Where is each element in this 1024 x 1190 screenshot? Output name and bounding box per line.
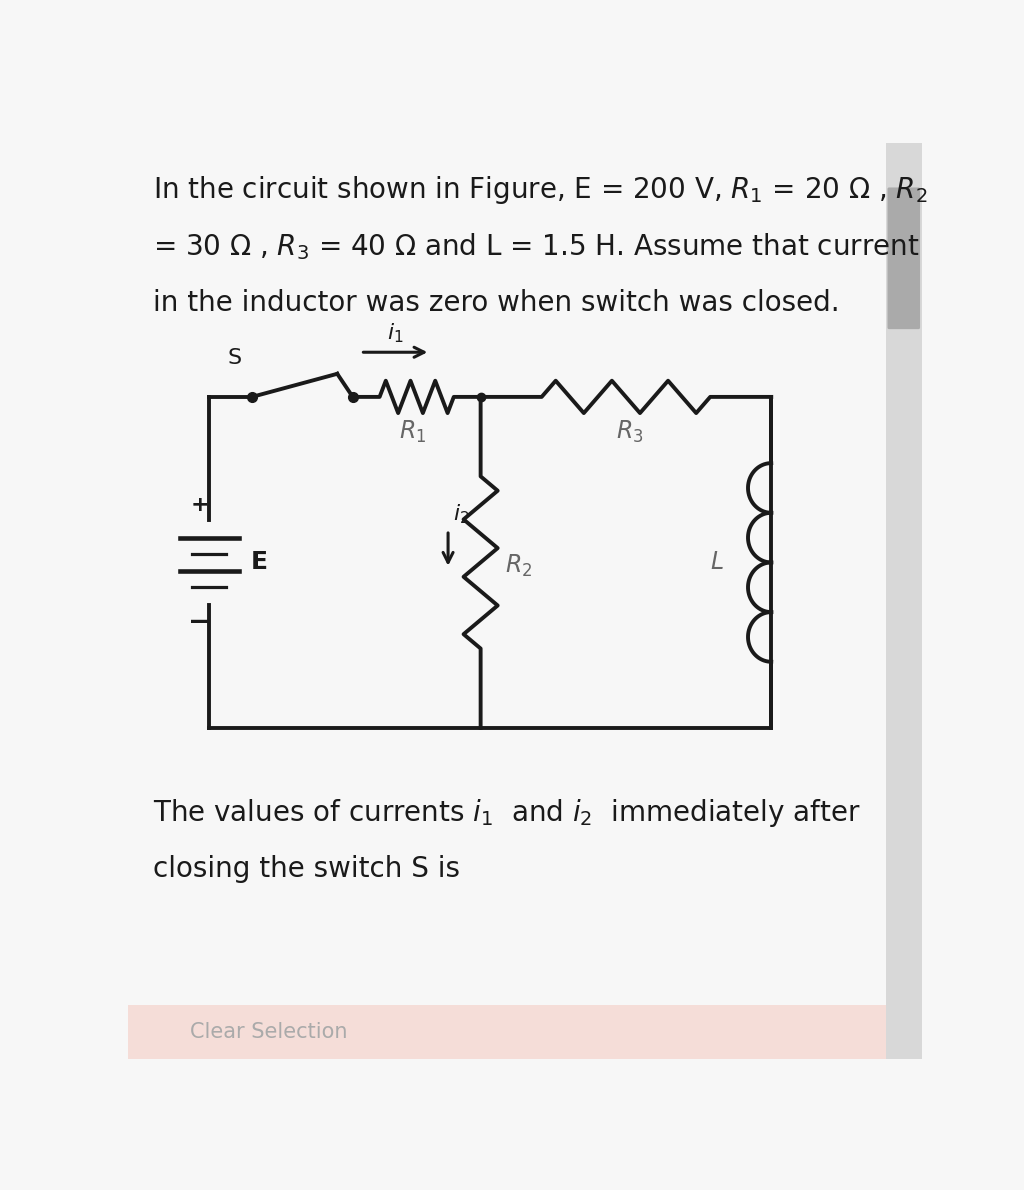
Text: Clear Selection: Clear Selection — [190, 1022, 347, 1042]
Text: in the inductor was zero when switch was closed.: in the inductor was zero when switch was… — [153, 289, 840, 317]
Text: The values of currents $i_1$  and $i_2$  immediately after: The values of currents $i_1$ and $i_2$ i… — [153, 797, 861, 829]
FancyBboxPatch shape — [128, 1006, 886, 1059]
Text: closing the switch S is: closing the switch S is — [153, 856, 460, 883]
Text: $R_1$: $R_1$ — [399, 419, 426, 445]
Text: $i_1$: $i_1$ — [387, 321, 403, 345]
Text: $\mathbf{E}$: $\mathbf{E}$ — [250, 551, 267, 575]
Text: $L$: $L$ — [710, 551, 724, 575]
Text: $R_2$: $R_2$ — [506, 553, 532, 580]
FancyBboxPatch shape — [886, 143, 922, 1059]
Text: S: S — [228, 347, 242, 368]
Text: $i_2$: $i_2$ — [453, 502, 469, 526]
Text: $R_3$: $R_3$ — [616, 419, 643, 445]
Text: −: − — [188, 608, 212, 637]
Text: = 30 Ω , $R_3$ = 40 Ω and L = 1.5 H. Assume that current: = 30 Ω , $R_3$ = 40 Ω and L = 1.5 H. Ass… — [153, 231, 920, 262]
FancyBboxPatch shape — [888, 188, 920, 330]
Text: In the circuit shown in Figure, E = 200 V, $R_1$ = 20 Ω , $R_2$: In the circuit shown in Figure, E = 200 … — [153, 174, 928, 206]
Text: +: + — [190, 495, 209, 515]
